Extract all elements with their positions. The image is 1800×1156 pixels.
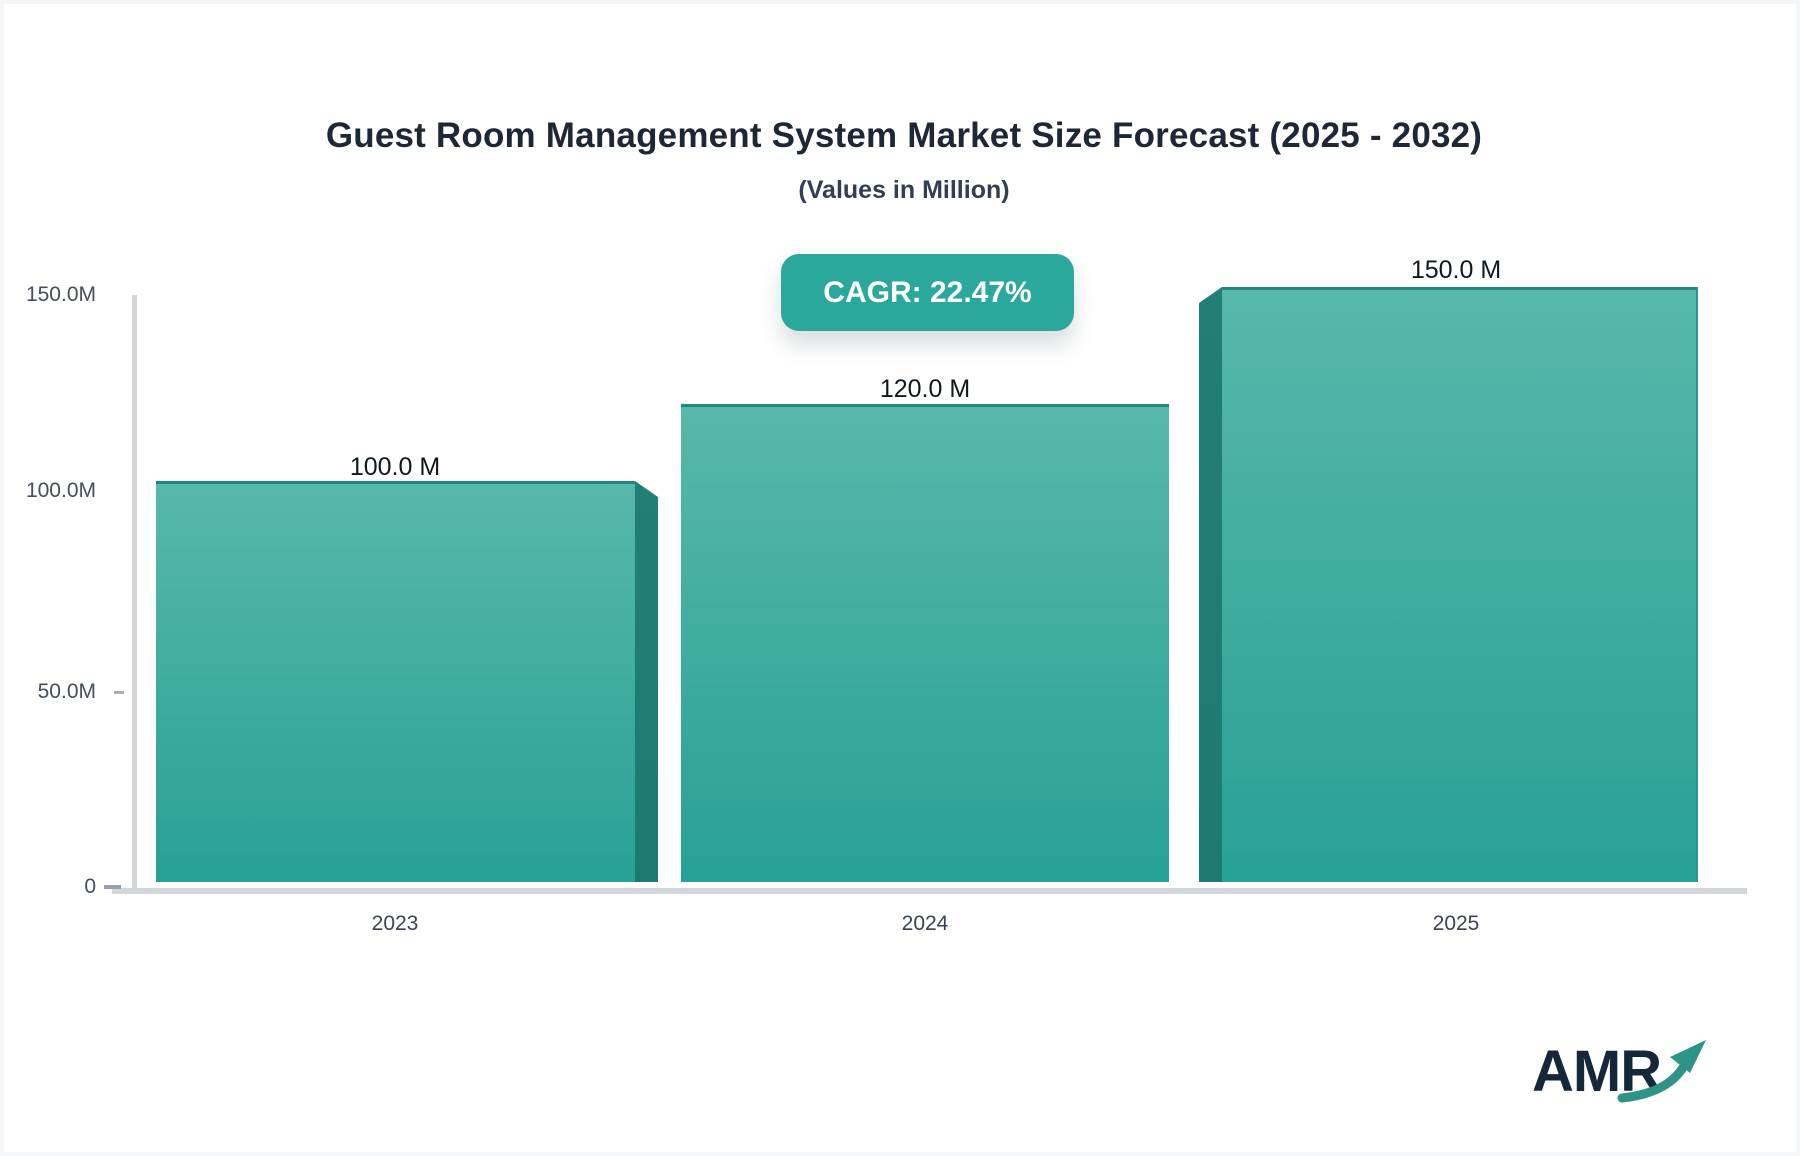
trend-up-arrow-icon bbox=[1616, 1034, 1716, 1111]
chart-title: Guest Room Management System Market Size… bbox=[325, 116, 1483, 155]
y-tick-100m: 100.0M bbox=[25, 479, 96, 502]
cagr-badge: CAGR: 22.47% bbox=[781, 254, 1074, 331]
bar-value-2025: 150.0 M bbox=[1410, 256, 1502, 284]
amr-logo: AMR bbox=[1532, 1032, 1722, 1112]
y-tick-mark-0 bbox=[104, 885, 121, 889]
bar-2023-3d-side bbox=[635, 481, 658, 882]
bar-value-2024: 120.0 M bbox=[879, 375, 971, 403]
bar-2023 bbox=[156, 481, 635, 882]
x-label-2025: 2025 bbox=[1432, 912, 1480, 935]
cagr-badge-label: CAGR: 22.47% bbox=[823, 275, 1032, 309]
y-tick-mark-50m bbox=[114, 691, 124, 694]
bar-2025-3d-side bbox=[1199, 287, 1222, 882]
x-label-2024: 2024 bbox=[901, 912, 949, 935]
y-tick-150m: 150.0M bbox=[25, 283, 96, 306]
chart-subtitle: (Values in Million) bbox=[798, 176, 1010, 204]
bar-2025 bbox=[1222, 287, 1698, 882]
bar-value-2023: 100.0 M bbox=[349, 453, 441, 481]
x-axis-line bbox=[112, 888, 1747, 894]
bar-2024 bbox=[681, 404, 1169, 882]
x-label-2023: 2023 bbox=[371, 912, 419, 935]
y-tick-50m: 50.0M bbox=[37, 680, 96, 703]
y-axis-line bbox=[132, 295, 137, 890]
y-tick-0: 0 bbox=[84, 875, 96, 898]
